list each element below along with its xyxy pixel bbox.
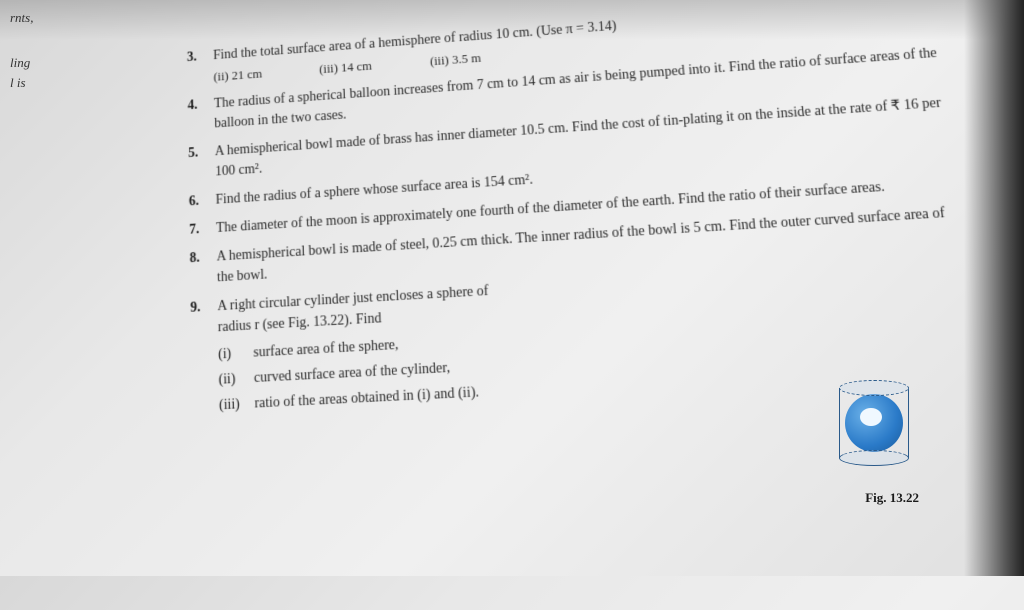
cylinder-sphere-figure [834, 380, 914, 480]
option-iii-2: (iii) 3.5 m [429, 48, 481, 70]
textbook-page: 3. Find the total surface area of a hemi… [16, 0, 1024, 610]
question-list: 3. Find the total surface area of a hemi… [187, 0, 980, 421]
question-number: 7. [189, 218, 216, 240]
option-ii: (ii) 21 cm [213, 64, 262, 86]
cylinder-bottom-ellipse [839, 450, 909, 466]
question-number: 5. [188, 141, 215, 183]
sub-number: (i) [218, 342, 254, 365]
sub-text: surface area of the sphere, [253, 334, 399, 363]
cylinder-top-ellipse [839, 380, 909, 396]
sub-number: (ii) [218, 367, 254, 390]
sub-number: (iii) [219, 393, 255, 416]
question-number: 4. [187, 94, 214, 136]
question-number: 6. [189, 190, 216, 212]
sphere-highlight [860, 408, 882, 426]
question-number: 3. [187, 46, 214, 88]
question-number: 9. [190, 296, 219, 422]
margin-word-1: rnts, [10, 10, 33, 26]
option-iii: (iii) 14 cm [319, 56, 372, 78]
question-number: 8. [190, 246, 218, 289]
figure-label: Fig. 13.22 [865, 490, 919, 506]
